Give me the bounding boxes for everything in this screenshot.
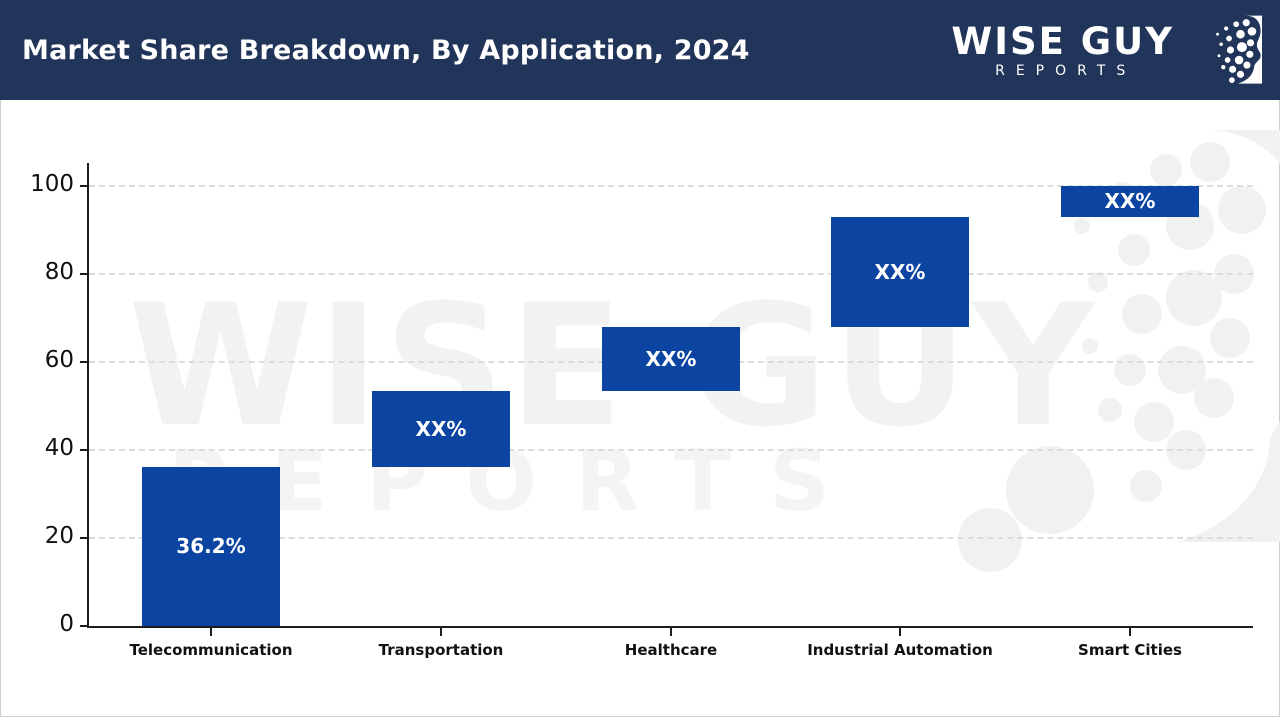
category-label-4: Smart Cities [1078,641,1182,659]
page-title: Market Share Breakdown, By Application, … [22,34,750,66]
brand-subname: REPORTS [995,62,1137,79]
gridline-20 [89,537,1253,539]
category-label-1: Transportation [378,641,504,659]
y-tick-label-100: 100 [30,171,74,197]
brand-name: WISE GUY [951,19,1174,63]
y-tick-20 [80,537,88,539]
gridline-40 [89,449,1253,451]
brand-logo: WISE GUY REPORTS [951,4,1262,96]
bar-value-label: XX% [645,346,697,371]
bar-transportation: XX% [372,390,510,467]
x-tick-4 [1129,628,1131,636]
x-tick-2 [670,628,672,636]
header-bar: Market Share Breakdown, By Application, … [0,0,1280,100]
x-axis-line [87,626,1253,628]
category-label-3: Industrial Automation [807,641,993,659]
y-tick-80 [80,273,88,275]
y-tick-label-80: 80 [44,259,74,285]
dotted-face-logo-icon [1216,15,1262,84]
y-tick-label-20: 20 [44,523,74,549]
bar-healthcare: XX% [602,326,740,391]
y-tick-60 [80,361,88,363]
category-label-2: Healthcare [624,641,718,659]
gridline-80 [89,273,1253,275]
y-tick-100 [80,185,88,187]
bar-smart-cities: XX% [1061,186,1199,217]
bar-industrial-automation: XX% [831,216,969,327]
y-tick-label-60: 60 [44,347,74,373]
bar-value-label: XX% [874,259,926,284]
y-tick-label-0: 0 [59,611,74,637]
bar-telecommunication: 36.2% [142,466,280,626]
y-axis-line [87,163,89,628]
brand-logo-text: WISE GUY REPORTS [951,23,1174,78]
y-tick-0 [80,625,88,627]
category-label-0: Telecommunication [129,641,293,659]
bar-value-label: XX% [1104,189,1156,214]
x-tick-0 [210,628,212,636]
y-tick-40 [80,449,88,451]
gridline-100 [89,185,1253,187]
bar-value-label: XX% [415,416,467,441]
x-tick-1 [440,628,442,636]
x-tick-3 [899,628,901,636]
y-tick-label-40: 40 [44,435,74,461]
bar-value-label: 36.2% [176,534,246,559]
